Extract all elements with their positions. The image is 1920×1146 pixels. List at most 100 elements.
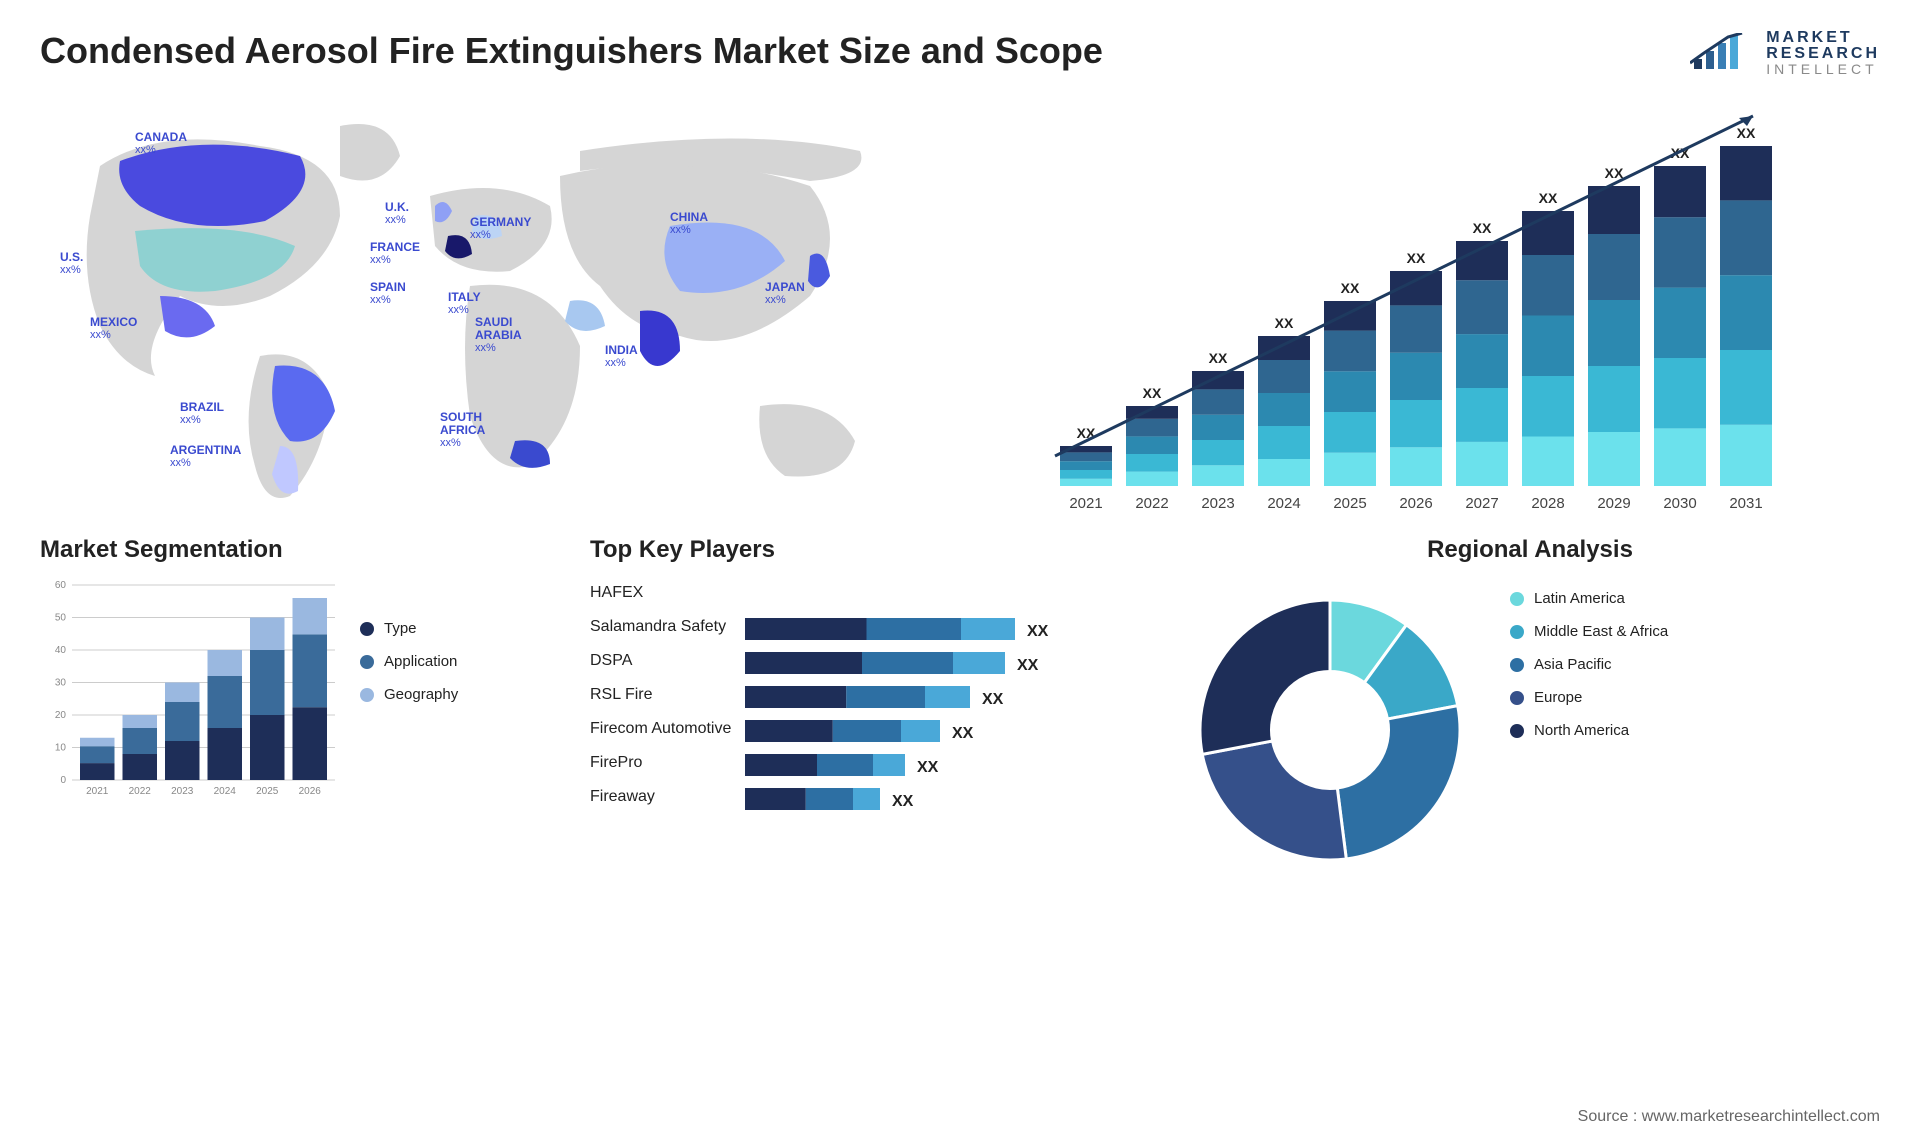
map-label: U.S.xx% xyxy=(60,251,83,276)
legend-swatch xyxy=(1510,592,1524,606)
legend-label: Europe xyxy=(1534,689,1582,706)
svg-text:0: 0 xyxy=(60,775,66,786)
legend-swatch xyxy=(360,622,374,636)
logo-line3: INTELLECT xyxy=(1766,62,1880,76)
map-label: SOUTHAFRICAxx% xyxy=(440,411,485,449)
segmentation-legend: Type Application Geography xyxy=(360,580,560,800)
svg-text:2023: 2023 xyxy=(171,786,194,797)
player-name: RSL Fire xyxy=(590,682,731,708)
segmentation-panel: Market Segmentation 01020304050602021202… xyxy=(40,536,560,880)
map-label: ITALYxx% xyxy=(448,291,481,316)
regional-legend: Latin America Middle East & Africa Asia Pa… xyxy=(1510,580,1668,880)
growth-chart: XX 2021 XX 2022 XX 2023 XX 2024 XX 2025 XX 2026 XX 20… xyxy=(980,96,1880,516)
players-panel: Top Key Players HAFEX Salamandra Safety DS… xyxy=(590,536,1150,880)
svg-text:2031: 2031 xyxy=(1729,495,1762,512)
svg-text:60: 60 xyxy=(55,580,67,591)
regional-donut xyxy=(1180,580,1480,880)
legend-swatch xyxy=(1510,691,1524,705)
logo-icon xyxy=(1690,33,1754,73)
svg-text:XX: XX xyxy=(1473,220,1492,236)
legend-item: Type xyxy=(360,620,560,637)
legend-swatch xyxy=(1510,625,1524,639)
legend-item: Asia Pacific xyxy=(1510,656,1668,673)
map-label: CANADAxx% xyxy=(135,131,187,156)
svg-text:2026: 2026 xyxy=(1399,495,1432,512)
map-label: JAPANxx% xyxy=(765,281,805,306)
player-name: DSPA xyxy=(590,648,731,674)
svg-text:XX: XX xyxy=(1737,125,1756,141)
map-label: FRANCExx% xyxy=(370,241,420,266)
legend-label: Geography xyxy=(384,686,458,703)
svg-text:2022: 2022 xyxy=(129,786,152,797)
legend-item: Europe xyxy=(1510,689,1668,706)
svg-text:2026: 2026 xyxy=(299,786,322,797)
map-label: SAUDIARABIAxx% xyxy=(475,316,522,354)
svg-text:XX: XX xyxy=(892,793,914,810)
donut-svg xyxy=(1180,580,1480,880)
legend-item: Latin America xyxy=(1510,590,1668,607)
svg-text:XX: XX xyxy=(952,725,974,742)
brand-logo: MARKET RESEARCH INTELLECT xyxy=(1690,30,1880,76)
svg-text:2024: 2024 xyxy=(1267,495,1300,512)
legend-item: North America xyxy=(1510,722,1668,739)
header: Condensed Aerosol Fire Extinguishers Mar… xyxy=(40,30,1880,76)
players-title: Top Key Players xyxy=(590,536,1150,564)
svg-text:2021: 2021 xyxy=(1069,495,1102,512)
svg-text:2023: 2023 xyxy=(1201,495,1234,512)
map-label: SPAINxx% xyxy=(370,281,406,306)
player-name: FirePro xyxy=(590,750,731,776)
logo-text: MARKET RESEARCH INTELLECT xyxy=(1766,30,1880,76)
svg-text:2022: 2022 xyxy=(1135,495,1168,512)
player-name: Firecom Automotive xyxy=(590,716,731,742)
svg-text:2025: 2025 xyxy=(1333,495,1366,512)
svg-text:XX: XX xyxy=(1407,250,1426,266)
players-chart: XXXXXXXXXXXX xyxy=(745,580,1150,820)
svg-text:XX: XX xyxy=(1275,315,1294,331)
svg-text:2024: 2024 xyxy=(214,786,237,797)
legend-swatch xyxy=(360,688,374,702)
logo-line2: RESEARCH xyxy=(1766,46,1880,62)
svg-text:2028: 2028 xyxy=(1531,495,1564,512)
map-label: INDIAxx% xyxy=(605,344,638,369)
svg-text:XX: XX xyxy=(917,759,939,776)
players-svg: XXXXXXXXXXXX xyxy=(745,580,1065,820)
map-label: U.K.xx% xyxy=(385,201,409,226)
svg-text:2025: 2025 xyxy=(256,786,279,797)
legend-swatch xyxy=(1510,724,1524,738)
regional-title: Regional Analysis xyxy=(1180,536,1880,564)
legend-swatch xyxy=(360,655,374,669)
player-name: HAFEX xyxy=(590,580,731,606)
svg-text:XX: XX xyxy=(1017,657,1039,674)
legend-item: Application xyxy=(360,653,560,670)
legend-label: Asia Pacific xyxy=(1534,656,1612,673)
map-label: BRAZILxx% xyxy=(180,401,224,426)
legend-item: Middle East & Africa xyxy=(1510,623,1668,640)
segmentation-title: Market Segmentation xyxy=(40,536,560,564)
map-label: MEXICOxx% xyxy=(90,316,137,341)
svg-text:XX: XX xyxy=(1341,280,1360,296)
svg-text:XX: XX xyxy=(1209,350,1228,366)
legend-label: North America xyxy=(1534,722,1629,739)
map-label: GERMANYxx% xyxy=(470,216,531,241)
svg-text:20: 20 xyxy=(55,710,67,721)
logo-line1: MARKET xyxy=(1766,30,1880,46)
svg-text:30: 30 xyxy=(55,678,67,689)
page-title: Condensed Aerosol Fire Extinguishers Mar… xyxy=(40,30,1103,72)
svg-text:XX: XX xyxy=(982,691,1004,708)
growth-chart-svg: XX 2021 XX 2022 XX 2023 XX 2024 XX 2025 XX 2026 XX 20… xyxy=(980,96,1880,516)
legend-label: Type xyxy=(384,620,417,637)
legend-label: Middle East & Africa xyxy=(1534,623,1668,640)
world-map: CANADAxx% U.S.xx% MEXICOxx% BRAZILxx% ARGENT… xyxy=(40,96,940,516)
map-label: ARGENTINAxx% xyxy=(170,444,241,469)
player-name: Salamandra Safety xyxy=(590,614,731,640)
players-labels: HAFEX Salamandra Safety DSPA RSL Fire Fireco… xyxy=(590,580,731,820)
svg-text:2027: 2027 xyxy=(1465,495,1498,512)
legend-item: Geography xyxy=(360,686,560,703)
legend-label: Latin America xyxy=(1534,590,1625,607)
segmentation-chart: 0102030405060202120222023202420252026 xyxy=(40,580,340,800)
legend-swatch xyxy=(1510,658,1524,672)
svg-text:XX: XX xyxy=(1143,385,1162,401)
map-label: CHINAxx% xyxy=(670,211,708,236)
svg-text:40: 40 xyxy=(55,645,67,656)
source-text: Source : www.marketresearchintellect.com xyxy=(1578,1108,1880,1126)
